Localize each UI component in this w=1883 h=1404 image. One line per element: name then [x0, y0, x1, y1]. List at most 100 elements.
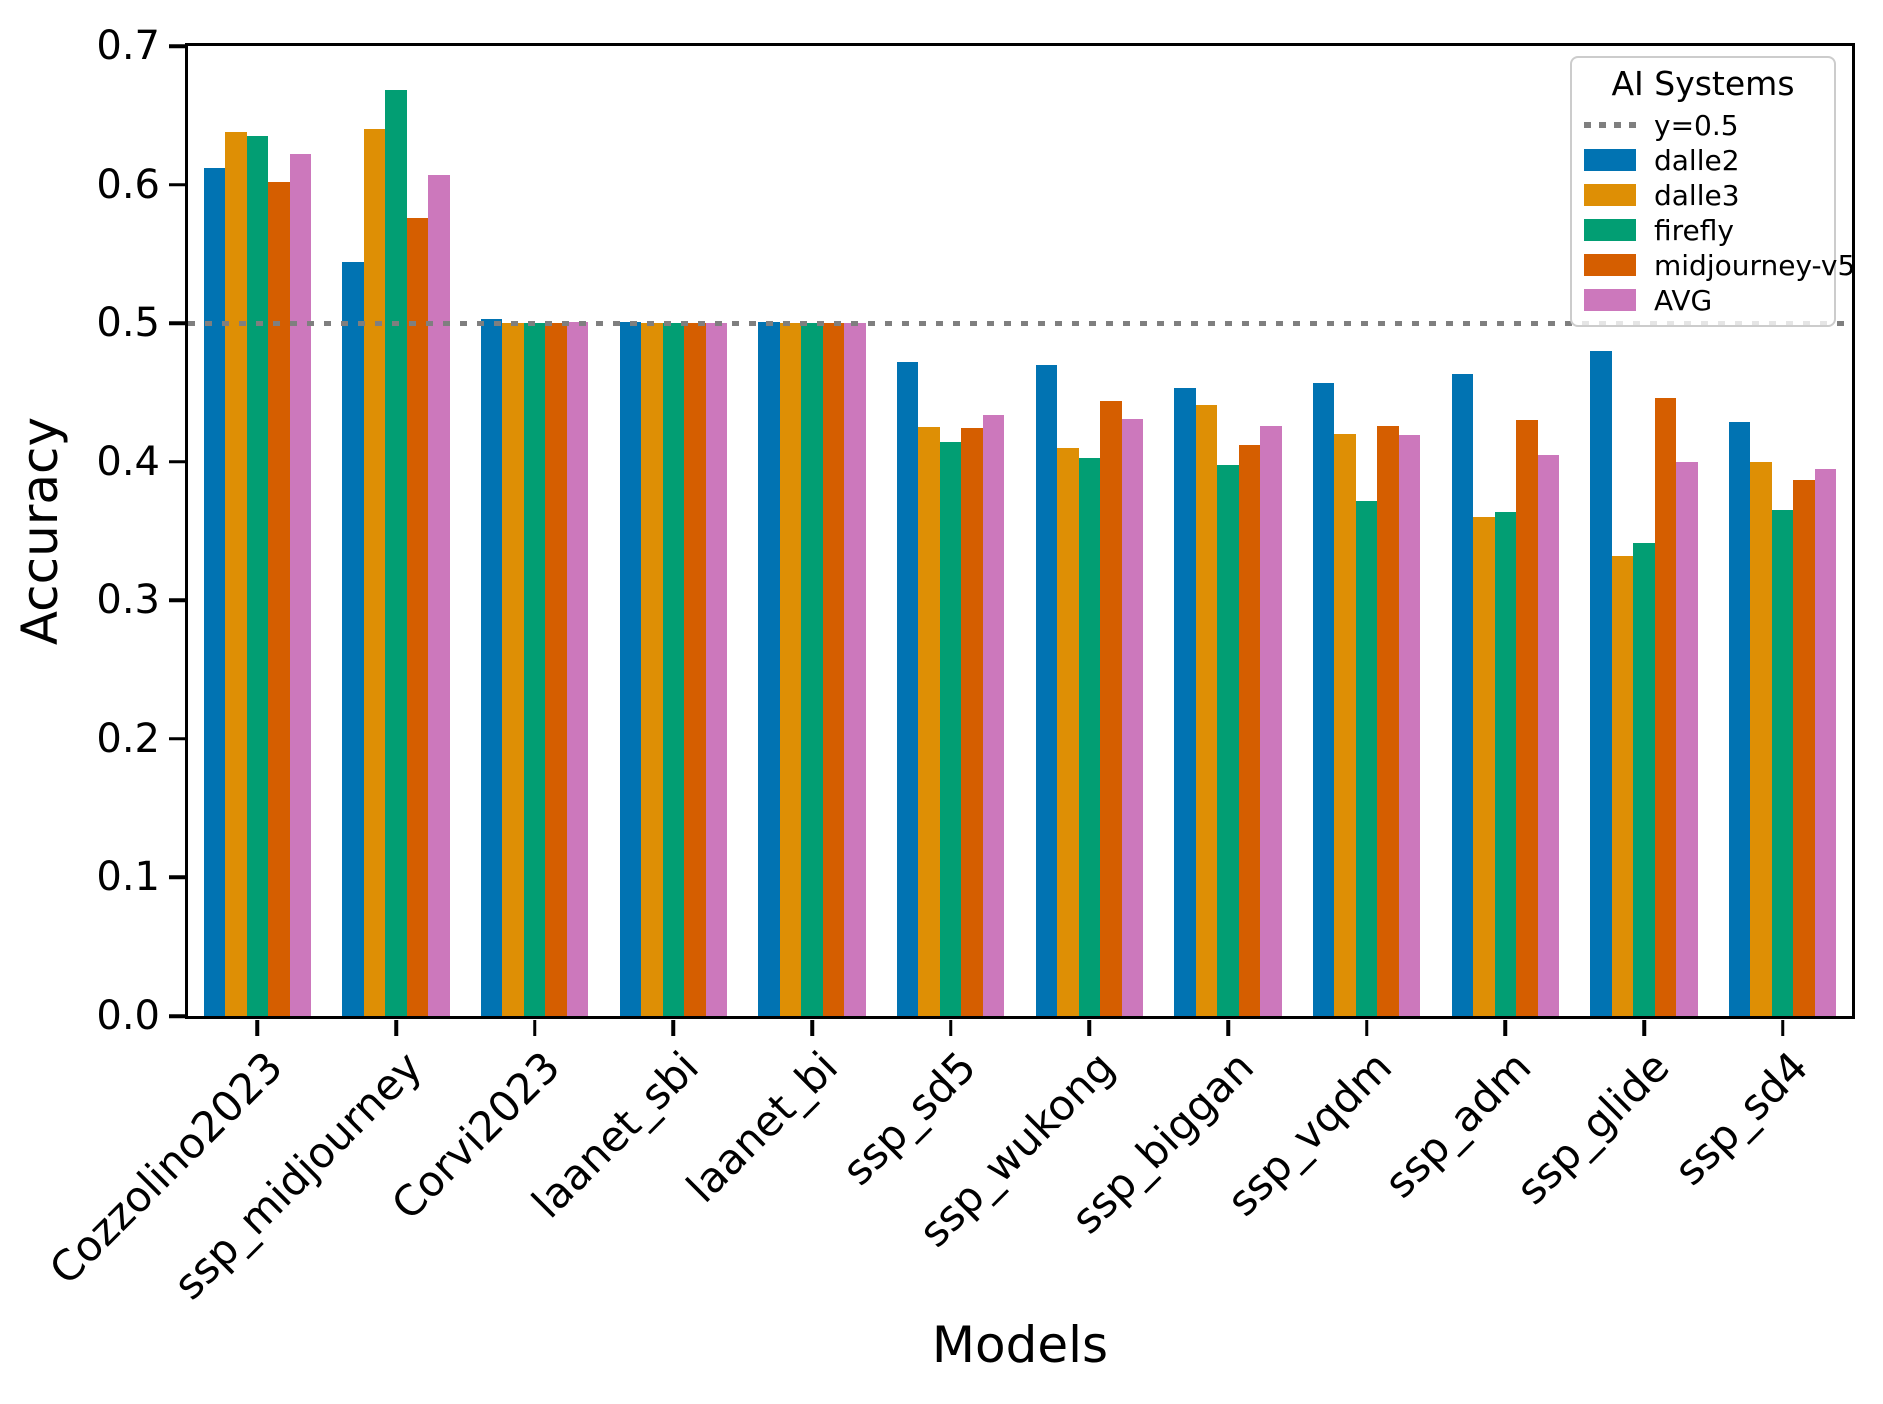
ytick-label-0.1: 0.1: [96, 854, 160, 901]
xtick-mark-ssp_vqdm: [1364, 1019, 1369, 1036]
x-axis-label: Models: [931, 1316, 1109, 1374]
xtick-label-text: Cozzolino2023: [39, 1042, 292, 1294]
legend-entry-firefly: firefly: [1584, 214, 1822, 247]
legend-entry-label: dalle3: [1654, 178, 1740, 212]
bar-dalle2-ssp_midjourney: [342, 262, 364, 1016]
bar-firefly-Corvi2023: [523, 323, 546, 1016]
legend: AI Systems y=0.5 dalle2 dalle3 firefly midjo…: [1570, 56, 1855, 327]
bar-dalle3-ssp_adm: [1473, 517, 1495, 1016]
bar-firefly-ssp_glide: [1633, 543, 1655, 1016]
bar-AVG-ssp_midjourney: [428, 174, 450, 1016]
bar-dalle2-Cozzolino2023: [203, 167, 226, 1016]
xtick-mark-laanet_bi: [810, 1019, 814, 1036]
xtick-mark-Corvi2023: [532, 1019, 537, 1036]
bar-AVG-ssp_sd4: [1814, 468, 1837, 1016]
bar-AVG-ssp_sd5: [982, 414, 1005, 1016]
bar-dalle3-Cozzolino2023: [225, 131, 247, 1016]
color-swatch-icon: [1584, 254, 1636, 276]
bar-dalle3-Corvi2023: [502, 323, 524, 1016]
bar-dalle2-ssp_sd5: [896, 361, 919, 1016]
bar-midjourney-v5-ssp_adm: [1516, 420, 1538, 1016]
bar-midjourney-v5-Cozzolino2023: [268, 181, 290, 1016]
bar-dalle2-laanet_bi: [758, 321, 780, 1016]
bar-dalle3-ssp_glide: [1611, 555, 1634, 1016]
legend-entry-midjourney-v5: midjourney-v5: [1584, 249, 1855, 282]
ytick-mark-0.2: [169, 737, 185, 741]
bar-dalle3-ssp_sd5: [918, 427, 940, 1016]
bar-firefly-ssp_wukong: [1078, 457, 1101, 1016]
bar-midjourney-v5-ssp_wukong: [1100, 400, 1122, 1016]
bar-firefly-ssp_sd5: [939, 442, 962, 1016]
xtick-label-text: ssp_glide: [1506, 1042, 1679, 1214]
ytick-mark-0.4: [169, 459, 185, 464]
threshold-line: [188, 320, 1852, 326]
bar-firefly-ssp_vqdm: [1355, 500, 1378, 1016]
bar-dalle3-ssp_midjourney: [363, 129, 386, 1016]
xtick-mark-laanet_sbi: [671, 1019, 676, 1036]
bar-dalle2-ssp_biggan: [1174, 388, 1196, 1016]
bar-dalle2-Corvi2023: [480, 319, 503, 1016]
bar-midjourney-v5-ssp_sd4: [1793, 479, 1815, 1016]
ytick-mark-0.5: [169, 321, 185, 325]
xtick-label-text: ssp_midjourney: [163, 1042, 431, 1309]
bar-firefly-ssp_biggan: [1217, 464, 1239, 1016]
legend-entry-label: midjourney-v5: [1654, 248, 1856, 282]
color-swatch-icon: [1584, 219, 1636, 241]
legend-entry-AVG: AVG: [1584, 284, 1822, 317]
bar-dalle3-ssp_biggan: [1195, 404, 1218, 1016]
bar-dalle2-ssp_sd4: [1728, 421, 1751, 1016]
legend-entry-dalle3: dalle3: [1584, 179, 1822, 212]
bar-AVG-ssp_wukong: [1121, 418, 1144, 1016]
ytick-mark-0.7: [169, 44, 185, 48]
color-swatch-icon: [1584, 184, 1636, 206]
bar-dalle2-ssp_vqdm: [1312, 382, 1335, 1016]
legend-entry-label: firefly: [1654, 213, 1734, 247]
ytick-label-0.2: 0.2: [96, 715, 160, 762]
bar-dalle2-ssp_glide: [1590, 350, 1612, 1016]
bar-midjourney-v5-ssp_sd5: [961, 428, 983, 1016]
bar-midjourney-v5-laanet_sbi: [684, 323, 706, 1016]
legend-entry-label: dalle2: [1654, 143, 1740, 177]
xtick-mark-ssp_glide: [1642, 1019, 1646, 1036]
bar-firefly-laanet_bi: [801, 323, 823, 1016]
xtick-label-text: laanet_bi: [676, 1042, 847, 1212]
ytick-mark-0.6: [169, 182, 185, 187]
bar-dalle2-ssp_wukong: [1035, 364, 1058, 1016]
bar-AVG-laanet_bi: [844, 323, 866, 1016]
ytick-mark-0.0: [169, 1014, 185, 1018]
bar-dalle3-laanet_bi: [779, 323, 802, 1016]
bar-AVG-ssp_adm: [1537, 454, 1560, 1016]
ytick-label-0.7: 0.7: [96, 23, 160, 69]
bar-dalle3-laanet_sbi: [641, 323, 663, 1016]
xtick-label-text: ssp_sd4: [1664, 1042, 1818, 1195]
bar-firefly-ssp_adm: [1494, 511, 1517, 1016]
bar-firefly-ssp_midjourney: [385, 90, 407, 1016]
bar-AVG-ssp_glide: [1676, 461, 1698, 1016]
xtick-mark-Cozzolino2023: [255, 1019, 260, 1036]
bar-dalle3-ssp_wukong: [1057, 447, 1079, 1016]
bar-firefly-laanet_sbi: [662, 323, 685, 1016]
bar-midjourney-v5-Corvi2023: [545, 323, 567, 1016]
legend-entry-label: AVG: [1654, 283, 1713, 317]
dotted-line-sample-icon: [1584, 122, 1636, 128]
bar-firefly-Cozzolino2023: [246, 136, 269, 1016]
bar-midjourney-v5-laanet_bi: [822, 323, 845, 1016]
legend-entry-dalle2: dalle2: [1584, 144, 1822, 177]
legend-entry-y=0.5: y=0.5: [1584, 109, 1822, 142]
bar-dalle3-ssp_sd4: [1750, 461, 1772, 1016]
plot-area: 0.0 0.1 0.2 0.3 0.4 0.5 0.6 0.7 Cozzolino2023 ss…: [40, 23, 1855, 1309]
xtick-mark-ssp_biggan: [1226, 1019, 1230, 1036]
ytick-label-0.0: 0.0: [96, 993, 160, 1039]
ytick-mark-0.3: [169, 598, 185, 603]
ytick-label-0.3: 0.3: [96, 577, 160, 624]
xtick-mark-ssp_sd5: [948, 1019, 953, 1036]
bar-AVG-ssp_vqdm: [1398, 435, 1421, 1016]
y-axis-label: Accuracy: [11, 416, 69, 646]
xtick-mark-ssp_adm: [1503, 1019, 1508, 1036]
bar-firefly-ssp_sd4: [1771, 510, 1794, 1016]
bar-dalle3-ssp_vqdm: [1334, 434, 1356, 1016]
legend-entry-label: y=0.5: [1654, 108, 1739, 142]
xtick-mark-ssp_midjourney: [394, 1019, 398, 1036]
ytick-label-0.5: 0.5: [96, 300, 160, 347]
